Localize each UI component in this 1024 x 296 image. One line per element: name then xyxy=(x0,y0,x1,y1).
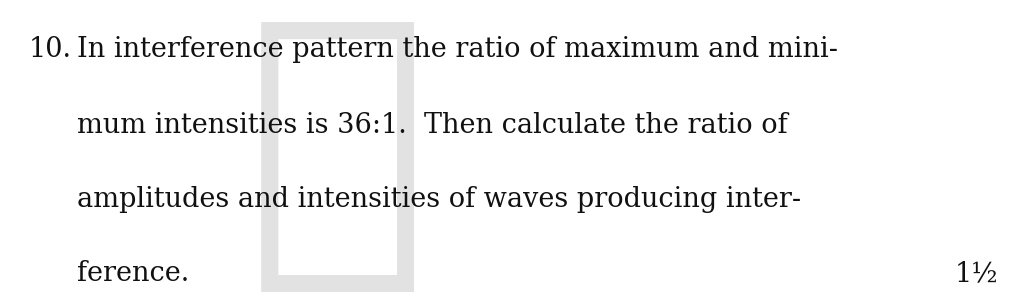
Text: 10.: 10. xyxy=(29,36,72,62)
Text: १: १ xyxy=(246,5,430,296)
Text: mum intensities is 36:1.  Then calculate the ratio of: mum intensities is 36:1. Then calculate … xyxy=(77,112,787,139)
Text: In interference pattern the ratio of maximum and mini-: In interference pattern the ratio of max… xyxy=(77,36,838,62)
Text: 1½: 1½ xyxy=(954,260,998,287)
Text: ference.: ference. xyxy=(77,260,189,287)
Text: amplitudes and intensities of waves producing inter-: amplitudes and intensities of waves prod… xyxy=(77,186,801,213)
